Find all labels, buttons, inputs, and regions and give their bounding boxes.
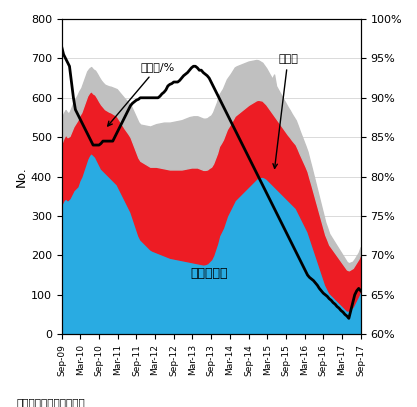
Text: 自升式平台: 自升式平台 (191, 267, 228, 280)
Text: 钻井船: 钻井船 (273, 54, 298, 168)
Text: 利用率/%: 利用率/% (108, 62, 175, 126)
Text: Semi-Subs: Semi-Subs (166, 207, 225, 217)
Y-axis label: No.: No. (15, 166, 28, 187)
Text: 注：资料来源于克拉克松: 注：资料来源于克拉克松 (17, 397, 85, 407)
